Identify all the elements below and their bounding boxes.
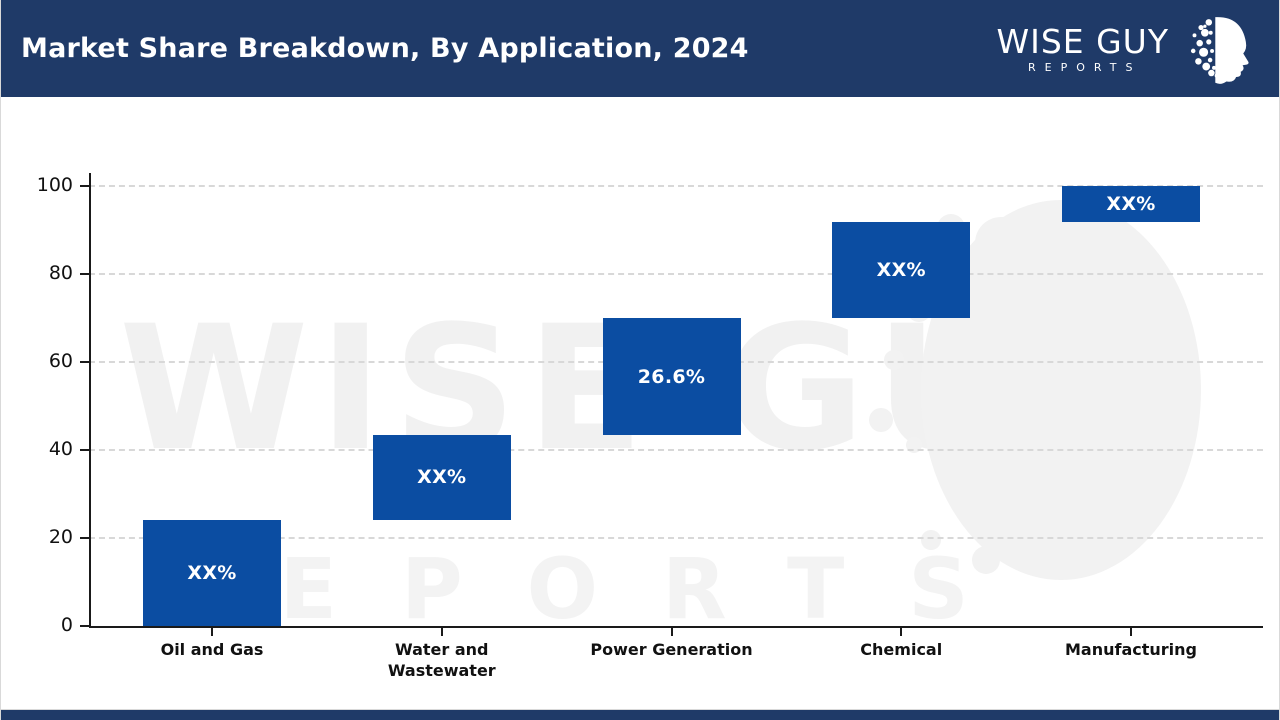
y-tick-label-80: 80 xyxy=(48,262,73,284)
x-axis-spine xyxy=(89,626,1263,628)
bar-value-label-3: 26.6% xyxy=(637,365,706,388)
x-category-label-2: Water and Wastewater xyxy=(387,640,496,680)
watermark-dot-13 xyxy=(1035,516,1083,564)
gridline-80 xyxy=(89,273,1263,275)
y-axis-spine xyxy=(89,173,91,628)
brand-name: WISE GUY xyxy=(996,21,1169,61)
brand-subtitle: REPORTS xyxy=(1028,60,1142,74)
watermark-dot-16 xyxy=(869,408,893,432)
y-tick-20 xyxy=(80,537,89,539)
bar-1: XX% xyxy=(143,519,281,626)
x-tick-4 xyxy=(900,628,903,636)
y-tick-100 xyxy=(80,185,89,187)
bar-3: 26.6% xyxy=(602,318,741,436)
y-tick-label-60: 60 xyxy=(48,350,73,372)
card-border xyxy=(1,709,1279,710)
watermark-dot-17 xyxy=(921,530,941,550)
x-tick-1 xyxy=(211,628,213,636)
y-tick-0 xyxy=(80,625,89,627)
x-category-label-4: Chemical xyxy=(860,640,943,659)
bar-4: XX% xyxy=(832,222,971,318)
footer-bar xyxy=(1,710,1279,720)
watermark-dot-10 xyxy=(977,398,1021,442)
x-category-label-3: Power Generation xyxy=(590,640,753,659)
watermark-dot-3 xyxy=(975,217,1027,269)
bar-value-label-4: XX% xyxy=(876,259,926,282)
x-tick-5 xyxy=(1130,628,1132,636)
y-tick-60 xyxy=(80,361,89,363)
bar-value-label-1: XX% xyxy=(187,561,237,584)
gridline-100 xyxy=(89,185,1263,187)
brand-wordmark: WISE GUY REPORTS xyxy=(996,25,1169,73)
watermark-dot-8 xyxy=(884,350,904,370)
watermark-dot-12 xyxy=(991,482,1027,518)
watermark-dot-5 xyxy=(1077,234,1109,266)
x-category-label-5: Manufacturing xyxy=(1065,640,1197,659)
gridline-40 xyxy=(89,449,1263,451)
watermark-dot-18 xyxy=(972,546,1000,574)
watermark-dot-9 xyxy=(923,374,955,406)
bar-value-label-2: XX% xyxy=(417,466,467,489)
brand-logo: WISE GUY REPORTS xyxy=(996,7,1253,91)
y-tick-label-100: 100 xyxy=(36,174,73,196)
header-bar: Market Share Breakdown, By Application, … xyxy=(1,0,1279,97)
bar-2: XX% xyxy=(372,435,511,520)
y-tick-label-20: 20 xyxy=(48,526,73,548)
gridline-20 xyxy=(89,537,1263,539)
brand-face-icon xyxy=(1190,16,1249,84)
y-tick-label-40: 40 xyxy=(48,438,73,460)
y-tick-40 xyxy=(80,449,89,451)
bar-5: XX% xyxy=(1062,186,1200,223)
x-category-label-1: Oil and Gas xyxy=(160,640,264,659)
watermark-text-2: REPORTS xyxy=(151,540,1033,638)
page-title: Market Share Breakdown, By Application, … xyxy=(21,33,749,64)
y-tick-label-0: 0 xyxy=(60,614,73,636)
bar-value-label-5: XX% xyxy=(1106,193,1156,216)
x-tick-3 xyxy=(670,628,673,636)
x-tick-2 xyxy=(440,628,443,636)
watermark-dot-11 xyxy=(945,456,973,484)
y-tick-80 xyxy=(80,273,89,275)
